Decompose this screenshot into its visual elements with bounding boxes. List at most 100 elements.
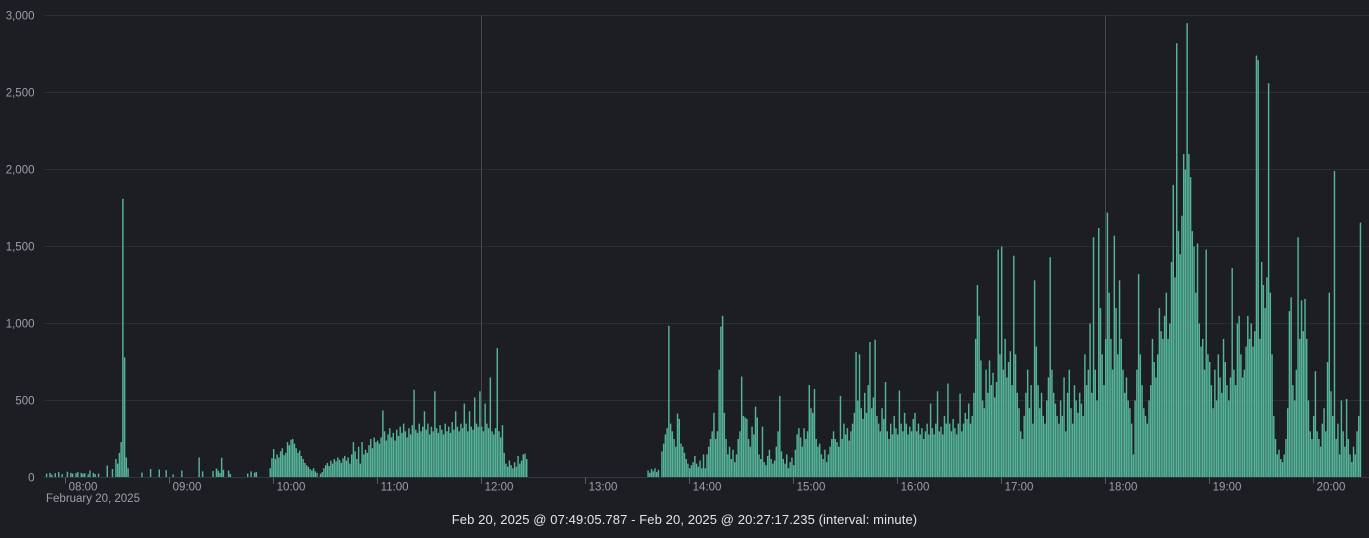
histogram-bar[interactable]: [749, 446, 752, 478]
histogram-bar[interactable]: [713, 412, 715, 478]
histogram-bar[interactable]: [1342, 431, 1344, 478]
histogram-bar[interactable]: [822, 459, 824, 478]
histogram-bar[interactable]: [376, 440, 379, 478]
histogram-bar[interactable]: [404, 431, 407, 478]
histogram-bar[interactable]: [895, 428, 897, 478]
histogram-bar[interactable]: [962, 423, 965, 478]
histogram-bar[interactable]: [158, 469, 160, 478]
histogram-bar[interactable]: [1084, 354, 1086, 478]
histogram-bar[interactable]: [1066, 392, 1069, 478]
histogram-bar[interactable]: [106, 465, 108, 478]
histogram-bar[interactable]: [274, 459, 277, 478]
histogram-bar[interactable]: [1134, 400, 1136, 478]
histogram-bar[interactable]: [111, 469, 114, 478]
histogram-bar[interactable]: [526, 459, 528, 478]
histogram-bar[interactable]: [1302, 331, 1304, 478]
histogram-bar[interactable]: [1344, 446, 1346, 478]
histogram-bar[interactable]: [657, 469, 660, 478]
histogram-bar[interactable]: [666, 428, 668, 478]
histogram-bar[interactable]: [855, 351, 857, 478]
histogram-bar[interactable]: [120, 442, 122, 478]
histogram-bar[interactable]: [931, 428, 934, 478]
histogram-bar[interactable]: [753, 434, 755, 478]
histogram-bar[interactable]: [694, 455, 696, 478]
histogram-bar[interactable]: [688, 468, 691, 478]
histogram-bar[interactable]: [448, 426, 450, 478]
histogram-bar[interactable]: [1182, 154, 1185, 478]
histogram-bar[interactable]: [1191, 231, 1194, 478]
histogram-bar[interactable]: [1283, 454, 1285, 478]
histogram-bar[interactable]: [1063, 377, 1065, 478]
histogram-bar[interactable]: [720, 326, 722, 478]
histogram-bar[interactable]: [746, 418, 748, 478]
histogram-bar[interactable]: [1316, 431, 1318, 478]
histogram-bar[interactable]: [1328, 292, 1330, 478]
histogram-bar[interactable]: [669, 423, 672, 478]
histogram-bar[interactable]: [806, 431, 809, 478]
histogram-bar[interactable]: [708, 446, 710, 478]
histogram-bar[interactable]: [955, 434, 958, 478]
histogram-bar[interactable]: [1056, 415, 1058, 478]
histogram-bar[interactable]: [304, 462, 306, 478]
histogram-bar[interactable]: [382, 410, 384, 478]
histogram-bar[interactable]: [496, 348, 498, 478]
histogram-bar[interactable]: [422, 426, 424, 478]
histogram-bar[interactable]: [1292, 385, 1294, 478]
histogram-bar[interactable]: [1094, 369, 1096, 478]
histogram-bar[interactable]: [980, 360, 982, 478]
histogram-bar[interactable]: [763, 462, 765, 478]
histogram-bar[interactable]: [890, 423, 892, 478]
histogram-bar[interactable]: [831, 439, 833, 478]
histogram-bar[interactable]: [1326, 362, 1329, 478]
histogram-bar[interactable]: [1226, 385, 1228, 478]
histogram-bar[interactable]: [860, 408, 862, 478]
histogram-bar[interactable]: [730, 459, 732, 478]
histogram-bar[interactable]: [1323, 408, 1325, 478]
histogram-bar[interactable]: [1276, 454, 1278, 478]
histogram-bar[interactable]: [916, 431, 918, 478]
histogram-bar[interactable]: [1026, 369, 1029, 478]
histogram-bar[interactable]: [1210, 385, 1213, 478]
histogram-bar[interactable]: [350, 454, 353, 478]
histogram-bar[interactable]: [1047, 377, 1050, 478]
histogram-bar[interactable]: [702, 454, 705, 478]
histogram-bar[interactable]: [704, 468, 706, 478]
histogram-bar[interactable]: [1042, 415, 1044, 478]
histogram-bar[interactable]: [49, 472, 51, 478]
histogram-bar[interactable]: [1139, 354, 1142, 478]
histogram-bar[interactable]: [650, 469, 653, 478]
histogram-bar[interactable]: [808, 385, 810, 478]
histogram-bar[interactable]: [929, 403, 932, 478]
histogram-bar[interactable]: [987, 392, 989, 478]
histogram-bar[interactable]: [118, 452, 121, 478]
histogram-bar[interactable]: [1288, 311, 1291, 478]
histogram-bar[interactable]: [739, 431, 741, 478]
histogram-bar[interactable]: [1115, 308, 1117, 478]
histogram-bar[interactable]: [1248, 338, 1251, 478]
histogram-bar[interactable]: [316, 472, 318, 478]
histogram-bar[interactable]: [312, 468, 315, 478]
histogram-bar[interactable]: [115, 459, 117, 478]
histogram-bar[interactable]: [1072, 423, 1074, 478]
histogram-bar[interactable]: [706, 454, 708, 478]
histogram-bar[interactable]: [780, 451, 783, 478]
histogram-bar[interactable]: [460, 423, 462, 478]
histogram-bar[interactable]: [1184, 169, 1187, 478]
histogram-bar[interactable]: [682, 446, 684, 478]
histogram-bar[interactable]: [465, 423, 467, 478]
histogram-bar[interactable]: [408, 428, 410, 478]
histogram-bar[interactable]: [803, 428, 805, 478]
histogram-bar[interactable]: [409, 434, 412, 478]
histogram-bar[interactable]: [943, 415, 946, 478]
histogram-bar[interactable]: [123, 357, 126, 478]
histogram-bar[interactable]: [922, 439, 925, 478]
histogram-bar[interactable]: [1188, 154, 1190, 478]
histogram-bar[interactable]: [1236, 323, 1239, 478]
histogram-bar[interactable]: [456, 426, 459, 478]
histogram-bar[interactable]: [772, 463, 774, 478]
histogram-bar[interactable]: [1096, 400, 1098, 478]
histogram-bar[interactable]: [1243, 369, 1246, 478]
histogram-bar[interactable]: [1300, 300, 1303, 478]
histogram-bar[interactable]: [765, 465, 767, 478]
histogram-bar[interactable]: [250, 471, 252, 478]
